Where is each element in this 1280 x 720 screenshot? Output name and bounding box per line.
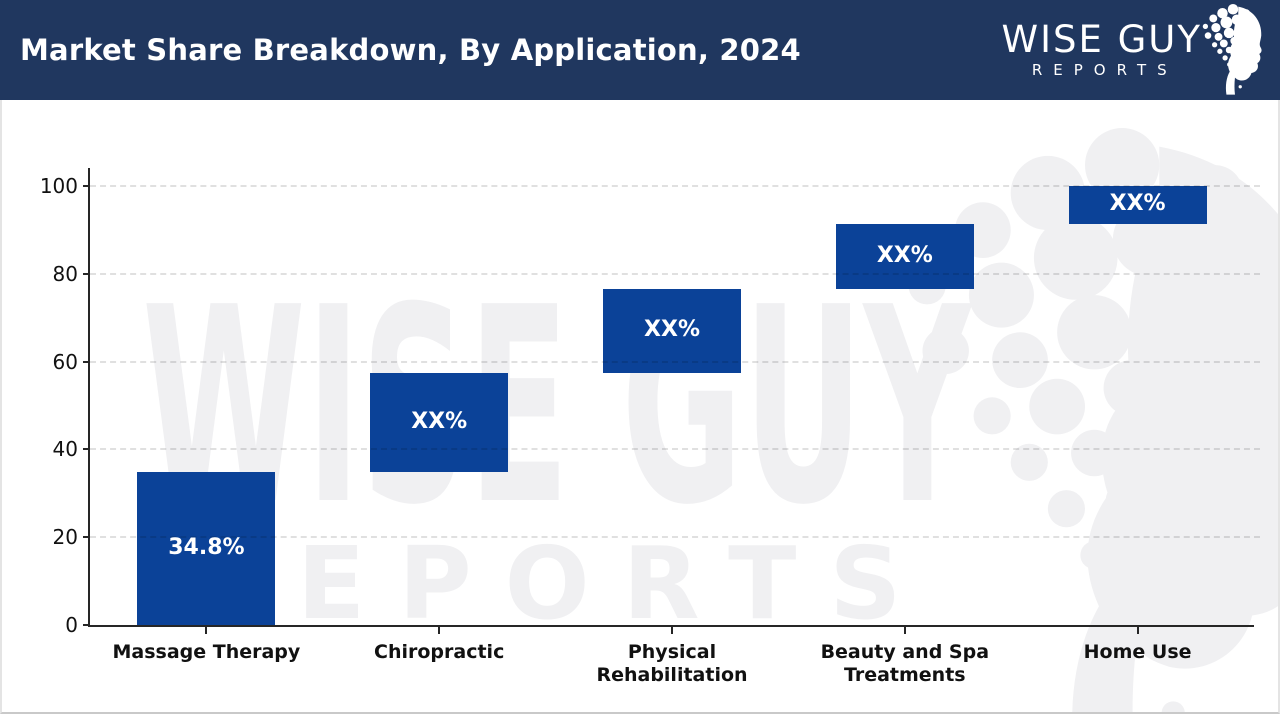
bar-label-physical-rehabilitation: XX% [644, 317, 700, 343]
brand-subname: REPORTS [1031, 61, 1178, 79]
bar-label-beauty-and-spa-treatments: XX% [876, 242, 933, 268]
bar-massage-therapy [137, 472, 276, 625]
bar-beauty-and-spa-treatments [835, 224, 974, 290]
x-tick-physical-rehabilitation [671, 627, 673, 634]
brand-name: WISE GUY [1001, 18, 1202, 61]
y-tick-label-20: 20 [52, 525, 78, 550]
gridline-60 [90, 360, 1260, 363]
gridline-100 [90, 185, 1260, 187]
brand-logo: WISE GUY REPORTS [1002, 4, 1266, 96]
brand-wordmark: WISE GUY REPORTS [1002, 21, 1202, 79]
bar-label-home-use: XX% [1109, 191, 1166, 217]
y-tick-0 [83, 624, 90, 626]
chart-canvas: WISE GUY REPORTS 0 20 40 60 80 100 34.8% Massag… [0, 100, 1280, 714]
y-tick-label-80: 80 [52, 261, 78, 286]
x-tick-chiropractic [438, 627, 441, 634]
y-tick-60 [83, 360, 90, 363]
bar-chiropractic [370, 373, 509, 473]
waterfall-plot: 0 20 40 60 80 100 34.8% Massage Therapy XX% Chiro… [2, 100, 1278, 712]
bar-physical-rehabilitation [603, 289, 741, 373]
x-tick-massage-therapy [205, 627, 208, 634]
y-tick-label-60: 60 [52, 349, 78, 374]
x-label-chiropractic: Chiropractic [374, 641, 505, 663]
header-bar: Market Share Breakdown, By Application, … [0, 0, 1280, 100]
y-tick-label-0: 0 [65, 613, 78, 637]
x-tick-home-use [1136, 627, 1139, 634]
x-axis-line [90, 625, 1254, 627]
gridline-20 [90, 536, 1260, 539]
y-tick-label-40: 40 [52, 437, 78, 462]
x-label-massage-therapy: Massage Therapy [112, 641, 301, 663]
watermark-reports: REPORTS [187, 525, 935, 642]
chart-title: Market Share Breakdown, By Application, … [20, 33, 801, 67]
bar-label-massage-therapy: 34.8% [168, 534, 245, 560]
bar-label-chiropractic: XX% [411, 408, 468, 434]
gridline-80 [90, 272, 1260, 275]
x-label-beauty-and-spa-treatments: Beauty and Spa Treatments [820, 641, 990, 686]
y-tick-label-100: 100 [39, 174, 78, 198]
gridline-40 [90, 448, 1260, 451]
y-tick-20 [83, 536, 90, 539]
y-axis-line [88, 168, 90, 627]
bar-home-use [1068, 186, 1207, 225]
x-tick-beauty-and-spa-treatments [903, 627, 906, 634]
watermark-wiseguy: WISE GUY [142, 249, 972, 564]
x-label-home-use: Home Use [1083, 641, 1192, 663]
brand-head-icon [1202, 4, 1262, 95]
y-tick-80 [83, 272, 90, 275]
x-label-physical-rehabilitation: Physical Rehabilitation [596, 641, 748, 686]
y-tick-40 [83, 448, 90, 451]
y-tick-100 [83, 185, 90, 187]
